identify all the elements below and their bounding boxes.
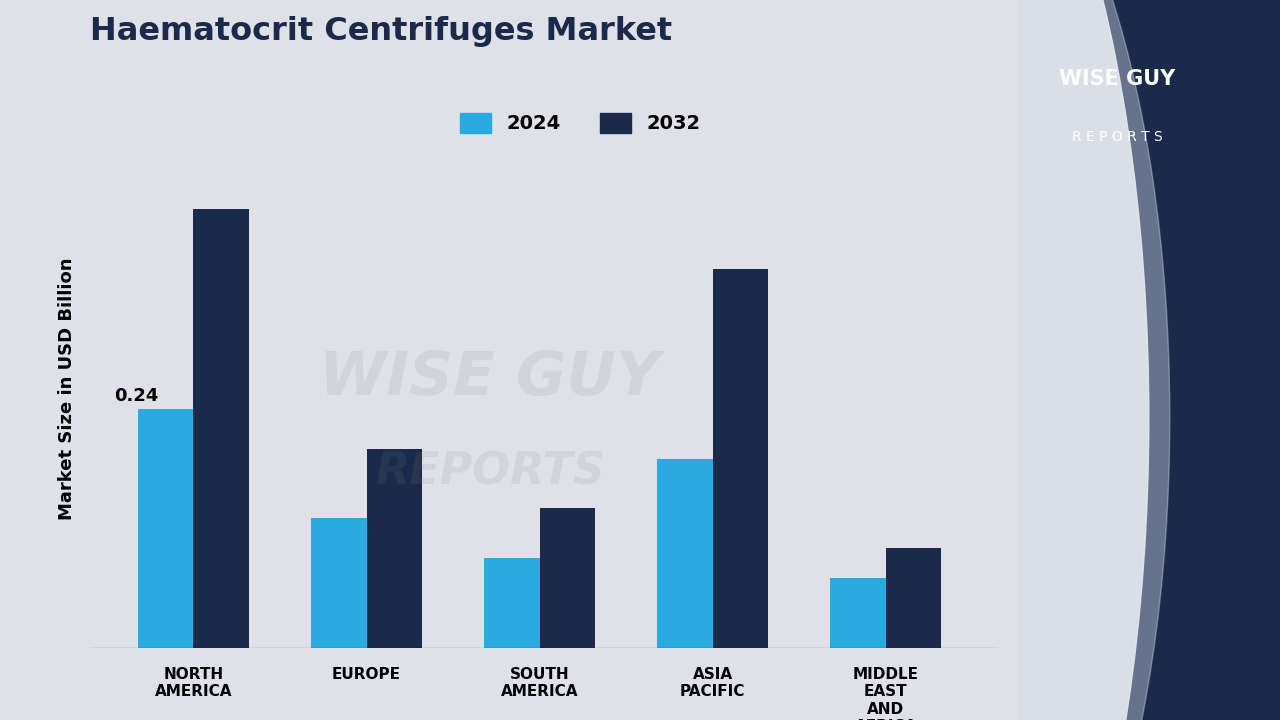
Text: WISE GUY: WISE GUY bbox=[319, 349, 660, 408]
Bar bbox=[831, 578, 886, 648]
Bar bbox=[713, 269, 768, 648]
Text: Haematocrit Centrifuges Market: Haematocrit Centrifuges Market bbox=[90, 16, 672, 47]
Bar bbox=[138, 409, 193, 648]
Bar bbox=[658, 459, 713, 648]
Bar bbox=[193, 210, 248, 648]
Circle shape bbox=[598, 0, 1149, 720]
Bar bbox=[311, 518, 366, 648]
Bar bbox=[484, 558, 540, 648]
Text: REPORTS: REPORTS bbox=[375, 450, 604, 493]
Text: 0.24: 0.24 bbox=[114, 387, 159, 405]
Bar bbox=[366, 449, 422, 648]
Bar bbox=[886, 549, 941, 648]
Y-axis label: Market Size in USD Billion: Market Size in USD Billion bbox=[58, 258, 76, 520]
Text: WISE GUY: WISE GUY bbox=[1059, 69, 1175, 89]
Bar bbox=[540, 508, 595, 648]
Legend: 2024, 2032: 2024, 2032 bbox=[451, 103, 710, 143]
Circle shape bbox=[708, 0, 1170, 720]
Text: R E P O R T S: R E P O R T S bbox=[1071, 130, 1162, 144]
